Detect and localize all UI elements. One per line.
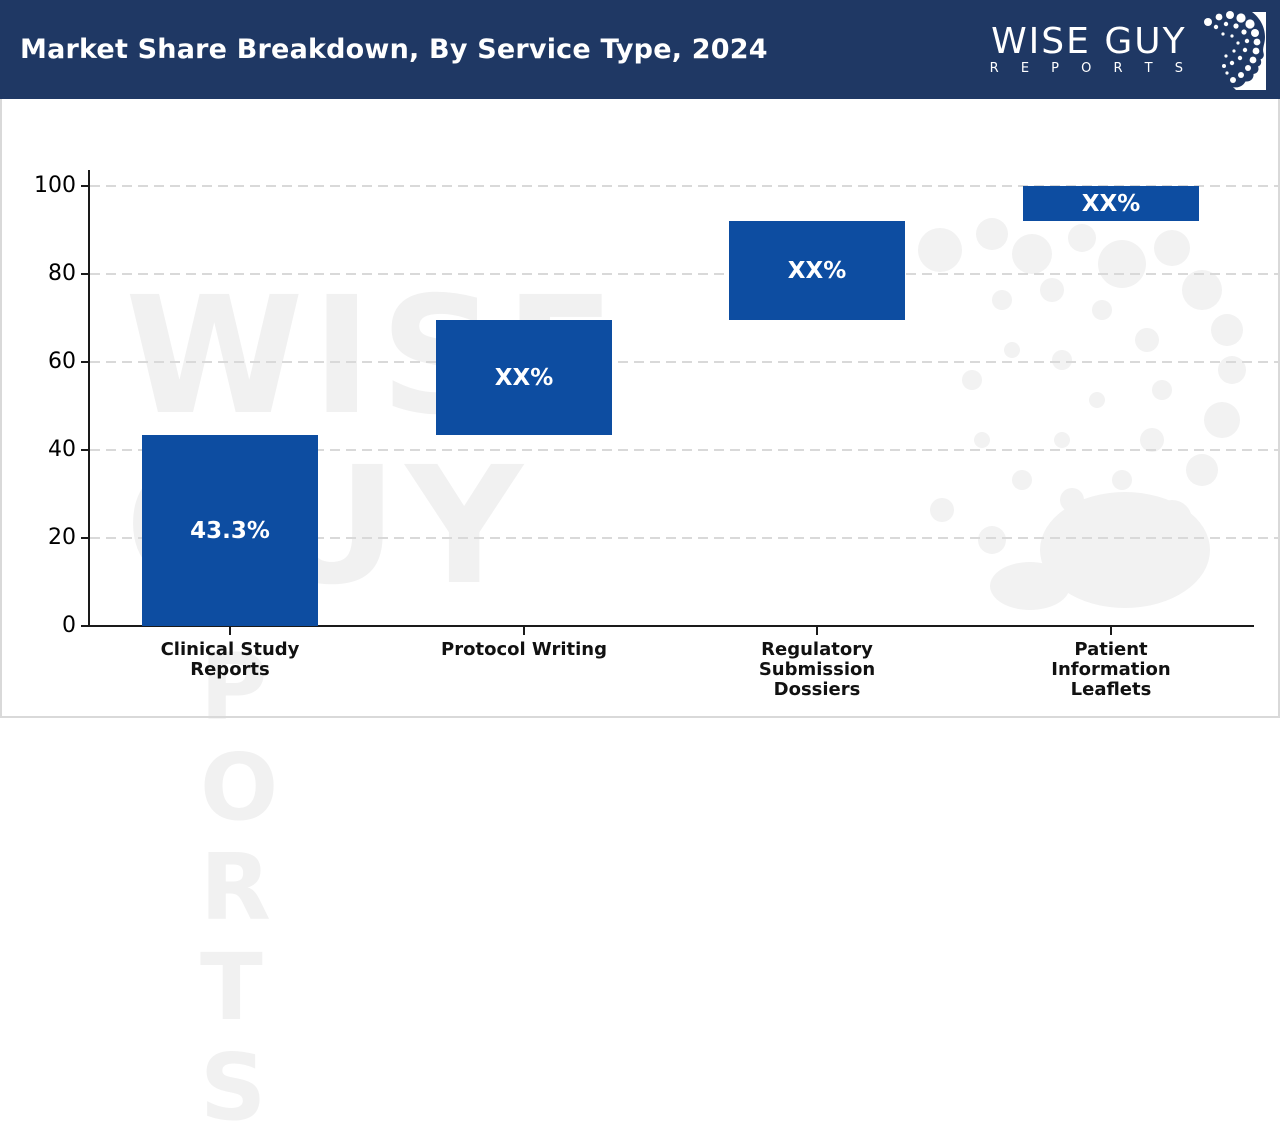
page-border-right	[1278, 99, 1280, 717]
x-axis-tick-4	[1110, 627, 1112, 635]
gridline-40	[90, 449, 1278, 451]
page-title: Market Share Breakdown, By Service Type,…	[20, 34, 768, 65]
y-axis-label-40: 40	[48, 437, 76, 462]
x-axis-tick-2	[523, 627, 525, 635]
y-axis-tick-40	[81, 449, 89, 451]
x-axis-spine	[88, 625, 1254, 627]
y-axis-tick-0	[81, 625, 89, 627]
bar-segment-1: 43.3%	[142, 435, 318, 626]
logo-text: WISE GUY R E P O R T S	[986, 20, 1192, 76]
y-axis-label-0: 0	[62, 613, 76, 638]
bar-segment-4: XX%	[1023, 186, 1199, 222]
bar-value-label: 43.3%	[190, 517, 270, 544]
x-axis-label-1: Clinical Study Reports	[160, 639, 300, 680]
gridline-60	[90, 361, 1278, 363]
logo-face-icon	[1204, 10, 1266, 90]
x-axis-tick-1	[229, 627, 231, 635]
bar-segment-2: XX%	[436, 320, 612, 436]
page-border-bottom	[0, 716, 1280, 718]
y-axis-tick-60	[81, 361, 89, 363]
x-axis-label-4: Patient Information Leaflets	[1051, 639, 1171, 700]
x-axis-label-2: Protocol Writing	[441, 639, 607, 660]
bar-value-label: XX%	[494, 364, 554, 391]
x-axis-label-3: Regulatory Submission Dossiers	[758, 639, 876, 700]
y-axis-spine	[88, 170, 90, 627]
logo-subtext: R E P O R T S	[989, 60, 1192, 76]
bar-value-label: XX%	[787, 257, 847, 284]
y-axis-tick-100	[81, 185, 89, 187]
y-axis-label-100: 100	[34, 173, 76, 198]
y-axis-label-80: 80	[48, 261, 76, 286]
gridline-20	[90, 537, 1278, 539]
watermark-face-icon	[918, 218, 1246, 610]
gridline-80	[90, 273, 1278, 275]
wiseguy-logo: WISE GUY R E P O R T S	[986, 10, 1266, 90]
y-axis-tick-20	[81, 537, 89, 539]
chart-header: Market Share Breakdown, By Service Type,…	[0, 0, 1280, 99]
gridline-100	[90, 185, 1278, 187]
bar-segment-3: XX%	[729, 221, 905, 321]
y-axis-label-60: 60	[48, 349, 76, 374]
x-axis-tick-3	[816, 627, 818, 635]
page-border-left	[0, 99, 2, 717]
y-axis-tick-80	[81, 273, 89, 275]
bar-value-label: XX%	[1081, 190, 1141, 217]
logo-wordmark: WISE GUY	[991, 20, 1187, 62]
y-axis-label-20: 20	[48, 525, 76, 550]
